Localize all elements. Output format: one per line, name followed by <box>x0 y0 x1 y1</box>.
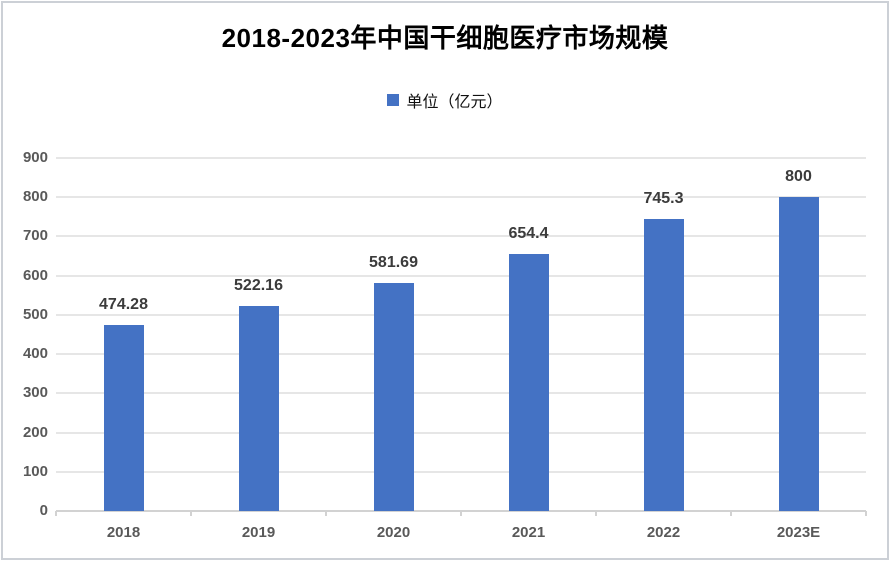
bar-2018 <box>103 324 144 511</box>
x-axis-tick <box>325 511 327 516</box>
x-axis-category-label: 2019 <box>241 524 276 541</box>
y-gridline <box>56 235 866 238</box>
y-axis-tick-label: 700 <box>22 227 48 245</box>
x-axis-category-label: 2023E <box>776 524 821 541</box>
bar-2021 <box>508 254 549 511</box>
bar-2020 <box>373 282 414 511</box>
y-gridline <box>56 196 866 199</box>
bar-value-label: 474.28 <box>99 295 148 313</box>
y-gridline <box>56 392 866 395</box>
x-axis-tick <box>595 511 597 516</box>
x-axis-category-label: 2022 <box>646 524 681 541</box>
legend-swatch-icon <box>387 94 400 106</box>
y-axis-tick-label: 600 <box>22 266 48 284</box>
legend-label: 单位（亿元） <box>406 94 503 111</box>
x-axis-category-label: 2021 <box>511 524 546 541</box>
bar-value-label: 800 <box>785 168 812 186</box>
y-axis-tick-label: 400 <box>22 345 48 363</box>
y-axis-tick-label: 0 <box>39 502 48 519</box>
bar-value-label: 745.3 <box>643 189 684 207</box>
bar-value-label: 522.16 <box>234 277 283 295</box>
chart-title: 2018-2023年中国干细胞医疗市场规模 <box>221 23 669 53</box>
x-axis-category-label: 2020 <box>376 524 411 541</box>
x-axis-tick <box>865 511 867 516</box>
bar-2022 <box>643 218 684 511</box>
x-axis-tick <box>55 511 57 516</box>
y-axis-tick-label: 100 <box>22 462 48 480</box>
y-gridline <box>56 313 866 316</box>
bar-value-label: 654.4 <box>508 225 549 243</box>
x-axis-category-label: 2018 <box>106 524 141 541</box>
y-gridline <box>56 431 866 434</box>
y-gridline <box>56 274 866 277</box>
y-axis-tick-label: 800 <box>22 188 48 206</box>
x-axis-tick <box>730 511 732 516</box>
x-axis-tick <box>190 511 192 516</box>
bar-2019 <box>238 306 279 511</box>
legend: 单位（亿元） <box>0 88 890 112</box>
bar-value-label: 581.69 <box>369 253 418 271</box>
y-gridline <box>56 470 866 473</box>
y-axis-tick-label: 900 <box>22 149 48 166</box>
y-axis-tick-label: 500 <box>22 305 48 323</box>
x-axis-tick <box>460 511 462 516</box>
y-axis-tick-label: 300 <box>22 384 48 402</box>
y-gridline <box>56 157 866 159</box>
y-axis-tick-label: 200 <box>22 423 48 441</box>
bar-2023E <box>778 197 819 511</box>
y-gridline <box>56 353 866 356</box>
